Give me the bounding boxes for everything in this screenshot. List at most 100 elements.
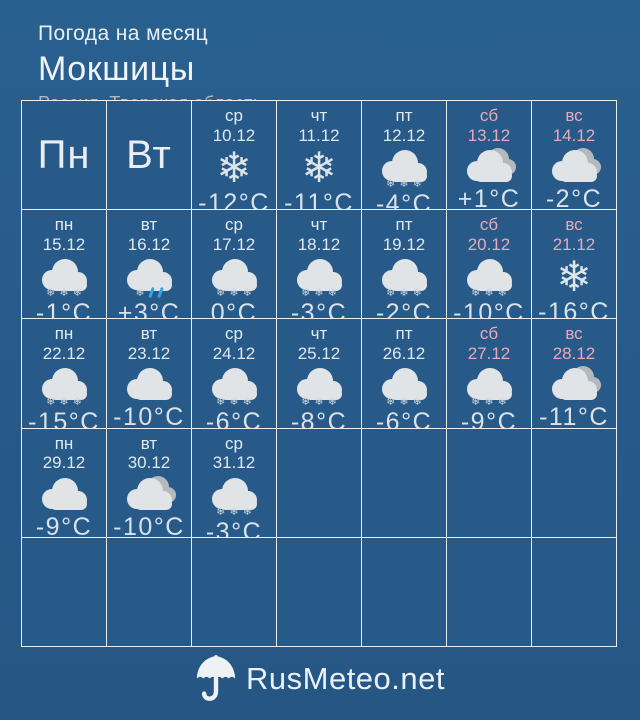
calendar-cell[interactable]: пт 19.12 ❄ ❄ ❄ -2°C (362, 210, 446, 319)
day-of-week: вт (140, 433, 158, 453)
day-of-week: ср (225, 106, 243, 125)
day-of-week: вс (565, 324, 583, 344)
cloud-snow-icon: ❄ ❄ ❄ (291, 256, 347, 299)
day-of-week: пт (395, 215, 413, 235)
cloud-snow-icon: ❄ ❄ ❄ (461, 365, 517, 408)
temperature-label: -9°C (35, 512, 93, 537)
day-of-week: ср (225, 215, 243, 235)
temperature-label: -1°C (35, 299, 93, 319)
date-label: 21.12 (552, 234, 596, 254)
temperature-label: -15°C (28, 408, 100, 428)
date-label: 16.12 (127, 234, 171, 254)
calendar-cell[interactable]: вс 28.12 -11°C (532, 319, 616, 428)
temperature-label: +3°C (117, 299, 181, 319)
temperature-label: -10°C (113, 403, 185, 428)
calendar-empty-cell (277, 428, 361, 537)
day-of-week: вс (565, 215, 583, 235)
month-calendar: Пн Вт ср 10.12 ❄ -12°C чт 11.12 ❄ -11°C пт 12.12 ❄ ❄… (21, 100, 617, 647)
date-label: 25.12 (297, 343, 341, 363)
date-label: 22.12 (42, 343, 86, 363)
cloud-overcast-icon (546, 147, 602, 185)
temperature-label: -2°C (545, 184, 603, 210)
city-name: Мокшицы (38, 50, 195, 88)
day-of-week: ср (225, 433, 243, 453)
cloud-snow-icon: ❄ ❄ ❄ (206, 365, 262, 408)
cloud-overcast-icon (121, 475, 177, 513)
cloud-snow-icon: ❄ ❄ ❄ (291, 365, 347, 408)
cloud-snow-icon: ❄ ❄ ❄ (376, 365, 432, 408)
calendar-cell[interactable]: чт 25.12 ❄ ❄ ❄ -8°C (277, 319, 361, 428)
calendar-cell[interactable]: вс 21.12 ❄ -16°C (532, 210, 616, 319)
snowflake-icon: ❄ (301, 142, 337, 192)
cloud-sleet-icon: ❄ (121, 256, 177, 299)
temperature-label: -11°C (539, 403, 609, 428)
calendar-empty-cell (447, 537, 531, 646)
cloud-snow-icon: ❄ ❄ ❄ (461, 256, 517, 299)
calendar-cell[interactable]: пт 12.12 ❄ ❄ ❄ -4°C (362, 101, 446, 210)
calendar-empty-cell (107, 537, 191, 646)
cloud-icon (121, 365, 177, 403)
day-of-week: пн (54, 324, 74, 344)
cloud-overcast-icon (546, 365, 602, 403)
cloud-snow-icon: ❄ ❄ ❄ (376, 256, 432, 299)
brand-logo-text[interactable]: RusMeteo.net (246, 661, 445, 696)
calendar-empty-cell (22, 537, 106, 646)
snowflake-icon: ❄ (556, 252, 592, 302)
date-label: 15.12 (42, 234, 86, 254)
day-of-week: сб (479, 324, 499, 344)
calendar-empty-cell (447, 428, 531, 537)
temperature-label: -3°C (290, 299, 348, 319)
date-label: 24.12 (212, 343, 256, 363)
cloud-overcast-icon (461, 147, 517, 185)
calendar-cell[interactable]: вт 16.12 ❄ +3°C (107, 210, 191, 319)
date-label: 28.12 (552, 343, 596, 363)
cloud-icon (36, 475, 92, 513)
day-of-week: вт (140, 324, 158, 344)
day-of-week: сб (479, 215, 499, 235)
date-label: 29.12 (42, 453, 86, 473)
temperature-label: 0°C (210, 299, 258, 319)
day-of-week: пт (395, 324, 413, 344)
calendar-cell[interactable]: ср 24.12 ❄ ❄ ❄ -6°C (192, 319, 276, 428)
snowflake-icon: ❄ (216, 142, 252, 192)
temperature-label: -16°C (538, 298, 610, 319)
calendar-cell[interactable]: чт 18.12 ❄ ❄ ❄ -3°C (277, 210, 361, 319)
temperature-label: -12°C (198, 188, 270, 210)
cloud-snow-icon: ❄ ❄ ❄ (376, 147, 432, 190)
day-of-week: чт (310, 324, 328, 344)
date-label: 30.12 (127, 453, 171, 473)
calendar-cell[interactable]: пт 26.12 ❄ ❄ ❄ -6°C (362, 319, 446, 428)
calendar-cell[interactable]: ср 10.12 ❄ -12°C (192, 101, 276, 210)
date-label: 31.12 (212, 453, 256, 473)
calendar-cell[interactable]: чт 11.12 ❄ -11°C (277, 101, 361, 210)
day-of-week: чт (310, 106, 328, 125)
temperature-label: -8°C (290, 408, 348, 428)
calendar-empty-cell (532, 537, 616, 646)
calendar-cell[interactable]: сб 27.12 ❄ ❄ ❄ -9°C (447, 319, 531, 428)
temperature-label: -10°C (113, 512, 185, 537)
calendar-cell[interactable]: сб 13.12 +1°C (447, 101, 531, 210)
calendar-cell[interactable]: пн 15.12 ❄ ❄ ❄ -1°C (22, 210, 106, 319)
day-of-week: пт (395, 106, 413, 125)
weekday-header: Вт (126, 132, 172, 177)
calendar-cell[interactable]: сб 20.12 ❄ ❄ ❄ -10°C (447, 210, 531, 319)
calendar-cell[interactable]: ср 31.12 ❄ ❄ ❄ -3°C (192, 428, 276, 537)
calendar-cell[interactable]: вт 23.12 -10°C (107, 319, 191, 428)
temperature-label: -6°C (375, 408, 433, 428)
day-of-week: вс (565, 106, 583, 125)
footer: RusMeteo.net (0, 654, 640, 704)
temperature-label: -3°C (205, 517, 263, 537)
calendar-cell: Вт (107, 101, 191, 210)
calendar-cell[interactable]: вс 14.12 -2°C (532, 101, 616, 210)
date-label: 20.12 (467, 234, 511, 254)
calendar-cell: Пн (22, 101, 106, 210)
calendar-cell[interactable]: пн 29.12 -9°C (22, 428, 106, 537)
date-label: 26.12 (382, 343, 426, 363)
calendar-empty-cell (192, 537, 276, 646)
day-of-week: чт (310, 215, 328, 235)
calendar-cell[interactable]: вт 30.12 -10°C (107, 428, 191, 537)
calendar-cell[interactable]: пн 22.12 ❄ ❄ ❄ -15°C (22, 319, 106, 428)
umbrella-icon (195, 654, 237, 704)
calendar-cell[interactable]: ср 17.12 ❄ ❄ ❄ 0°C (192, 210, 276, 319)
date-label: 14.12 (552, 125, 596, 145)
